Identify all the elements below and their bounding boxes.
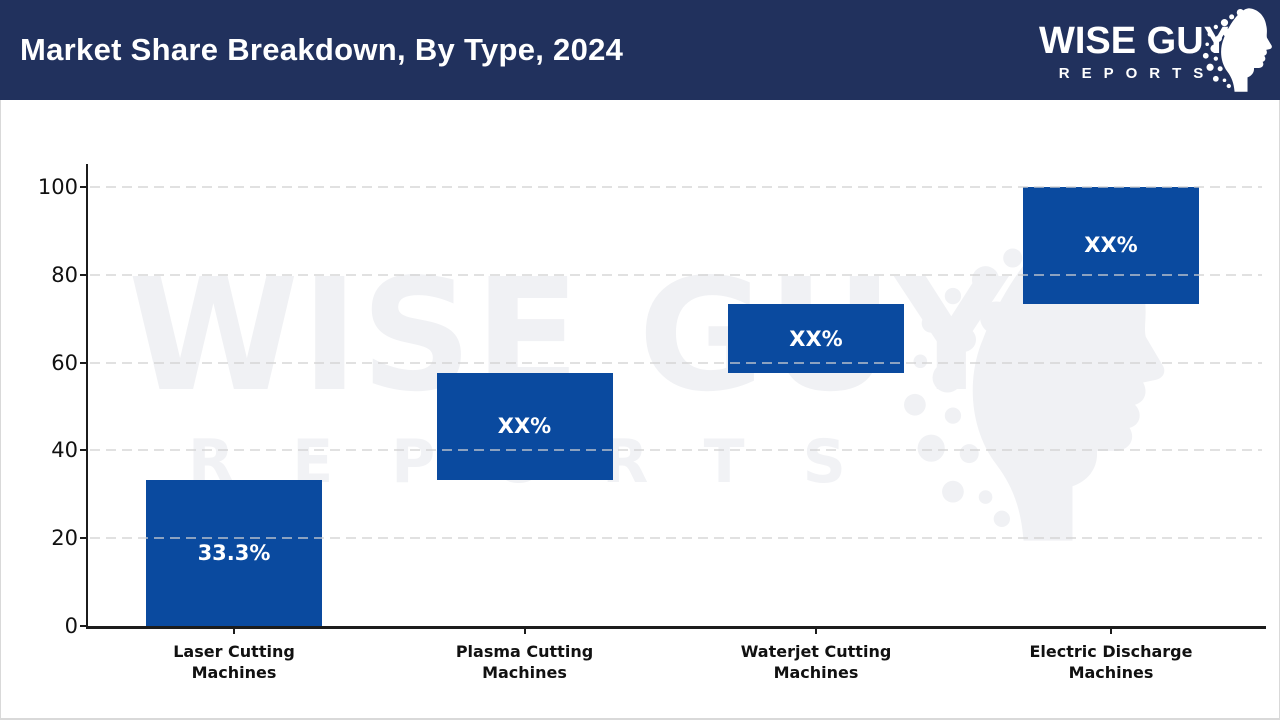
bar-plasma-cutting-machines: XX%: [436, 373, 613, 480]
chart-canvas: WISE GUY REPORTS 33.3%Laser CuttingMachi…: [0, 100, 1280, 720]
x-label-waterjet-cutting-machines: Waterjet Cutting Machines: [701, 641, 931, 683]
y-tick-label-100: 100: [37, 175, 78, 199]
x-label-electric-discharge-machines: Electric Discharge Machines: [996, 641, 1226, 683]
x-label-line: Machines: [482, 663, 567, 682]
y-tick-label-60: 60: [51, 350, 78, 375]
page-bottom-border: [0, 718, 1280, 720]
brand-logo: WISE GUY REPORTS: [1038, 20, 1230, 82]
page-left-border: [0, 100, 1, 720]
y-tick-80: [80, 273, 88, 276]
y-tick-100: [80, 186, 88, 188]
x-label-line: Plasma Cutting: [455, 642, 594, 661]
header-band: Market Share Breakdown, By Type, 2024 WI…: [0, 0, 1280, 100]
bar-value-label: XX%: [1084, 233, 1138, 258]
y-axis-spine: [86, 164, 88, 629]
x-label-line: Machines: [1068, 663, 1154, 682]
y-tick-40: [80, 449, 88, 452]
gridline-60: [90, 361, 1262, 364]
x-axis-spine: [86, 626, 1266, 629]
x-label-line: Machines: [773, 663, 859, 682]
x-tick-laser-cutting-machines: [233, 626, 235, 634]
bar-laser-cutting-machines: 33.3%: [146, 479, 322, 626]
bar-value-label: 33.3%: [197, 540, 271, 565]
x-tick-waterjet-cutting-machines: [815, 626, 817, 634]
brand-name: WISE GUY: [1038, 20, 1230, 62]
y-tick-0: [80, 625, 88, 627]
x-label-plasma-cutting-machines: Plasma Cutting Machines: [410, 641, 640, 683]
x-label-line: Laser Cutting: [173, 642, 295, 661]
x-label-line: Waterjet Cutting: [740, 642, 892, 661]
gridline-40: [90, 449, 1262, 452]
gridline-20: [90, 537, 1262, 540]
x-tick-electric-discharge-machines: [1110, 626, 1112, 634]
bar-value-label: XX%: [789, 326, 843, 351]
y-tick-60: [80, 361, 88, 364]
y-tick-label-0: 0: [64, 614, 78, 638]
y-tick-label-80: 80: [51, 262, 78, 287]
x-label-line: Electric Discharge: [1029, 642, 1193, 661]
x-label-line: Machines: [191, 663, 277, 682]
brand-head-icon: [1200, 6, 1272, 94]
gridline-80: [90, 273, 1262, 276]
brand-subtitle: REPORTS: [1058, 65, 1216, 82]
x-label-laser-cutting-machines: Laser Cutting Machines: [119, 641, 349, 683]
y-tick-20: [80, 537, 88, 540]
y-tick-label-20: 20: [51, 526, 78, 551]
bar-value-label: XX%: [497, 414, 552, 439]
bar-electric-discharge-machines: XX%: [1023, 187, 1199, 304]
x-tick-plasma-cutting-machines: [523, 626, 526, 634]
gridline-100: [90, 186, 1262, 188]
y-tick-label-40: 40: [51, 438, 78, 463]
page-title: Market Share Breakdown, By Type, 2024: [20, 32, 624, 67]
